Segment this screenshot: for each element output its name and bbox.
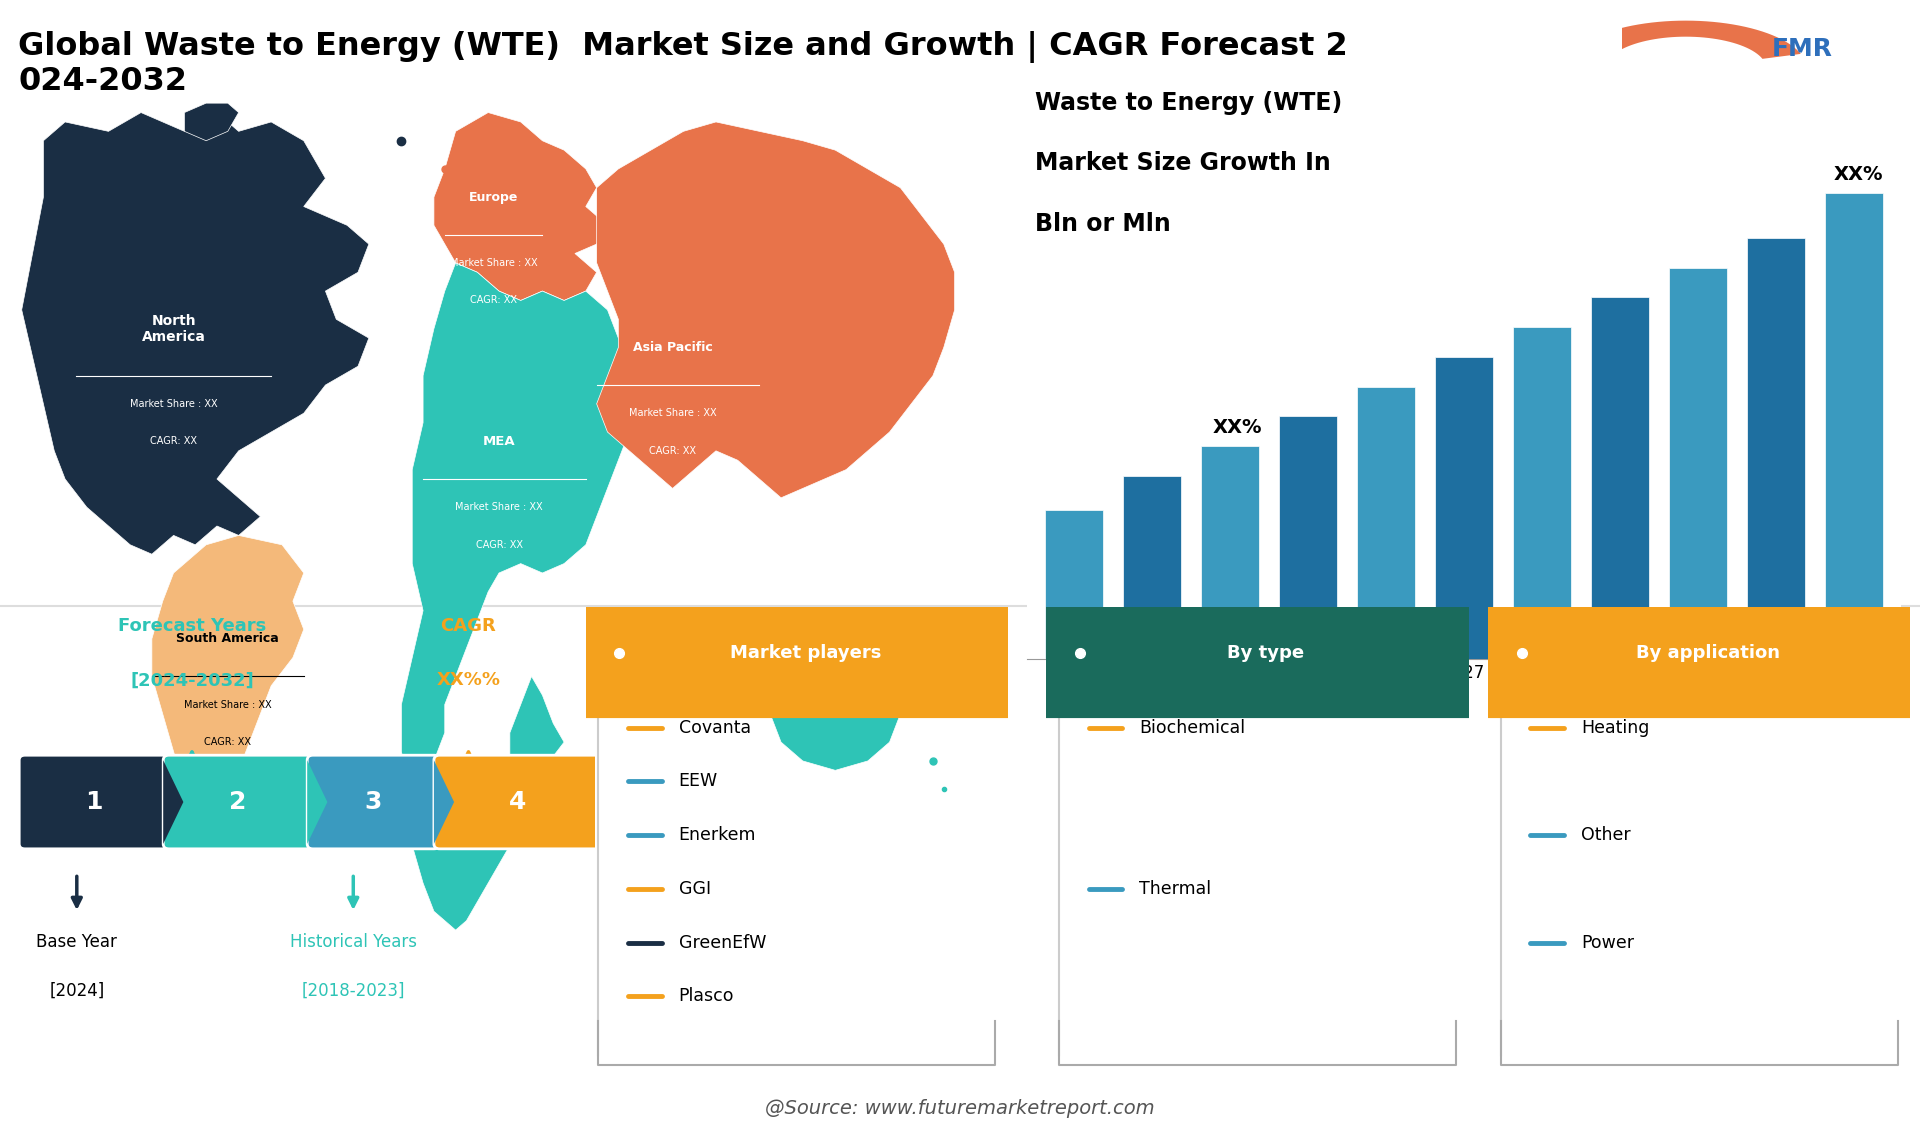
Text: North
America: North America (142, 314, 205, 344)
Bar (1200, 446, 1260, 659)
Text: Waste to Energy (WTE): Waste to Energy (WTE) (1035, 91, 1342, 115)
Text: 1: 1 (84, 790, 104, 814)
Bar (1668, 268, 1728, 659)
Text: [2018-2023]: [2018-2023] (301, 982, 405, 1000)
Text: Base Year: Base Year (36, 933, 117, 951)
Text: Other: Other (1580, 826, 1630, 845)
Bar (1592, 298, 1649, 659)
Bar (1357, 386, 1415, 659)
Text: Europe: Europe (468, 190, 518, 204)
Bar (1044, 510, 1104, 659)
FancyBboxPatch shape (434, 755, 601, 849)
Polygon shape (434, 760, 453, 843)
Polygon shape (770, 658, 900, 770)
FancyBboxPatch shape (561, 588, 1033, 719)
Text: Thermal: Thermal (1139, 880, 1212, 898)
Polygon shape (401, 262, 630, 931)
Text: Enerkem: Enerkem (678, 826, 756, 845)
Text: Power: Power (1580, 934, 1634, 951)
Text: FUTURE MARKET REPORT: FUTURE MARKET REPORT (1772, 87, 1868, 96)
Text: Market Share : XX: Market Share : XX (449, 258, 538, 268)
Bar (1747, 238, 1805, 659)
Polygon shape (152, 535, 303, 837)
Text: GGI: GGI (678, 880, 710, 898)
Text: XX%%: XX%% (436, 672, 501, 690)
Bar (1824, 194, 1884, 659)
Text: XX%: XX% (1213, 418, 1263, 437)
Text: Historical Years: Historical Years (290, 933, 417, 951)
Text: Biochemical: Biochemical (1139, 719, 1246, 737)
Text: By application: By application (1636, 644, 1780, 662)
Text: CAGR: CAGR (440, 618, 497, 635)
Text: [2024-2032]: [2024-2032] (131, 672, 253, 690)
Polygon shape (434, 112, 607, 300)
Text: Plasco: Plasco (678, 988, 733, 1005)
FancyBboxPatch shape (307, 755, 440, 849)
Text: GreenEfW: GreenEfW (678, 934, 766, 951)
Polygon shape (307, 760, 326, 843)
Text: Global Waste to Energy (WTE)  Market Size and Growth | CAGR Forecast 2: Global Waste to Energy (WTE) Market Size… (17, 31, 1348, 63)
Text: South America: South America (177, 633, 278, 645)
Polygon shape (21, 112, 369, 555)
Bar (1513, 327, 1571, 659)
Text: [2024]: [2024] (50, 982, 104, 1000)
Text: EEW: EEW (678, 772, 718, 791)
FancyBboxPatch shape (1463, 588, 1920, 719)
Text: Market players: Market players (730, 644, 881, 662)
Text: Asia Pacific: Asia Pacific (634, 342, 712, 354)
Text: 4: 4 (509, 790, 526, 814)
Bar (1279, 416, 1336, 659)
Bar (1434, 356, 1494, 659)
Text: CAGR: XX: CAGR: XX (204, 737, 252, 747)
Polygon shape (184, 103, 238, 141)
Text: Market Share : XX: Market Share : XX (455, 502, 543, 512)
Text: Bln or Mln: Bln or Mln (1035, 212, 1171, 236)
Text: FMR: FMR (1772, 38, 1834, 61)
Text: CAGR: XX: CAGR: XX (470, 296, 516, 306)
Polygon shape (597, 121, 954, 497)
Text: CAGR: XX: CAGR: XX (649, 446, 697, 456)
Text: Market Size Growth In: Market Size Growth In (1035, 151, 1331, 175)
Text: MEA: MEA (482, 435, 515, 448)
FancyBboxPatch shape (1021, 588, 1494, 719)
Text: XX%: XX% (1834, 165, 1884, 185)
Text: Market Share : XX: Market Share : XX (628, 408, 716, 418)
Text: By type: By type (1227, 644, 1304, 662)
Text: Forecast Years: Forecast Years (117, 618, 267, 635)
Text: Market Share : XX: Market Share : XX (131, 399, 217, 409)
Text: 024-2032: 024-2032 (17, 66, 186, 97)
Text: Covanta: Covanta (678, 719, 751, 737)
Polygon shape (163, 760, 184, 843)
Bar (1123, 476, 1181, 659)
Text: 2: 2 (228, 790, 248, 814)
Polygon shape (1565, 21, 1801, 117)
Text: Heating: Heating (1580, 719, 1649, 737)
Text: CAGR: XX: CAGR: XX (476, 540, 522, 550)
Text: Market Share : XX: Market Share : XX (184, 699, 271, 709)
FancyBboxPatch shape (19, 755, 169, 849)
Text: 3: 3 (365, 790, 382, 814)
FancyBboxPatch shape (163, 755, 313, 849)
Text: @Source: www.futuremarketreport.com: @Source: www.futuremarketreport.com (766, 1099, 1154, 1118)
Text: CAGR: XX: CAGR: XX (150, 437, 198, 447)
